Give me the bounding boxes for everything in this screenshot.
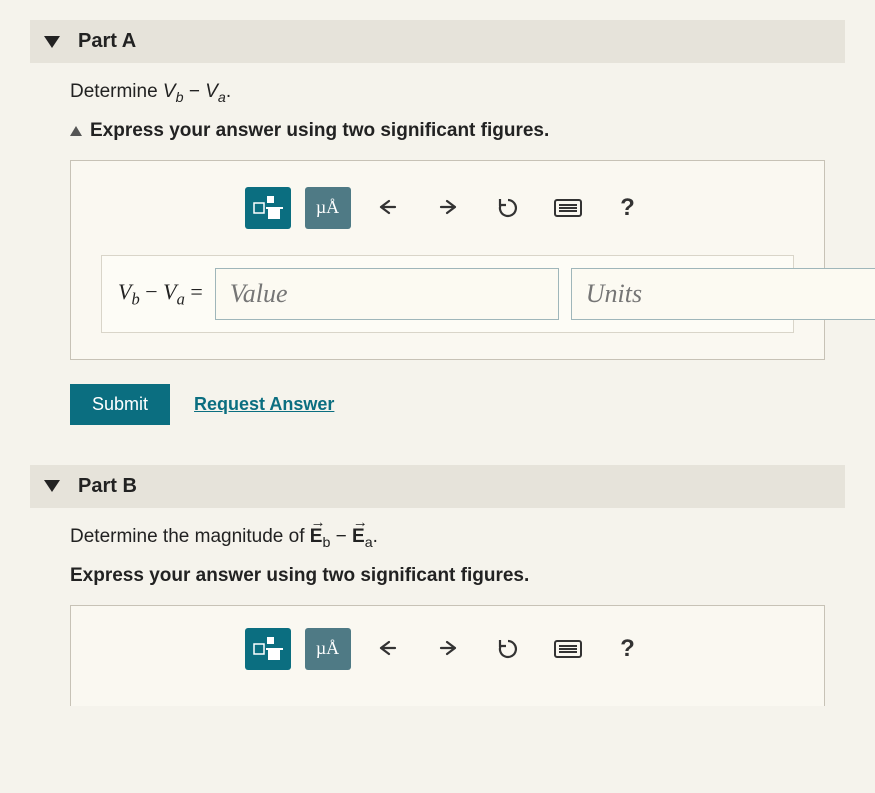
part-a-title: Part A xyxy=(78,30,136,53)
help-button[interactable]: ? xyxy=(605,628,651,670)
prompt-prefix: Determine the magnitude of xyxy=(70,526,310,547)
request-answer-link[interactable]: Request Answer xyxy=(194,394,334,415)
template-button[interactable] xyxy=(245,187,291,229)
units-input[interactable] xyxy=(571,268,875,320)
reset-button[interactable] xyxy=(485,628,531,670)
redo-button[interactable] xyxy=(425,628,471,670)
prompt-prefix: Determine xyxy=(70,81,163,102)
part-b-prompt: Determine the magnitude of Eb − Ea. xyxy=(70,526,825,551)
var-va: Va xyxy=(205,81,226,102)
submit-button[interactable]: Submit xyxy=(70,384,170,425)
keyboard-button[interactable] xyxy=(545,187,591,229)
unit-micro-angstrom-button[interactable]: µÅ xyxy=(305,628,351,670)
keyboard-icon xyxy=(554,640,582,658)
part-a-actions: Submit Request Answer xyxy=(70,384,825,425)
part-a-instruction: Express your answer using two significan… xyxy=(90,120,549,142)
template-button[interactable] xyxy=(245,628,291,670)
help-button[interactable]: ? xyxy=(605,187,651,229)
unit-micro-angstrom-button[interactable]: µÅ xyxy=(305,187,351,229)
minus: − xyxy=(336,526,352,547)
part-a-prompt: Determine Vb − Va. xyxy=(70,81,825,106)
part-b-toolbar: µÅ ? xyxy=(101,628,794,670)
keyboard-button[interactable] xyxy=(545,628,591,670)
part-b-instruction: Express your answer using two significan… xyxy=(70,565,825,587)
part-a-body: Determine Vb − Va. Express your answer u… xyxy=(30,81,845,425)
var-vb: Vb xyxy=(163,81,184,102)
period: . xyxy=(226,81,231,102)
value-input[interactable] xyxy=(215,268,559,320)
part-a-lhs: Vb − Va = xyxy=(118,279,203,309)
minus: − xyxy=(189,81,205,102)
keyboard-icon xyxy=(554,199,582,217)
part-a-header[interactable]: Part A xyxy=(30,20,845,63)
reset-button[interactable] xyxy=(485,187,531,229)
part-b-answer-box: µÅ ? xyxy=(70,605,825,706)
part-b-header[interactable]: Part B xyxy=(30,465,845,508)
part-a-input-row: Vb − Va = xyxy=(101,255,794,333)
period: . xyxy=(373,526,378,547)
part-b-title: Part B xyxy=(78,475,137,498)
collapse-up-icon[interactable] xyxy=(70,126,82,136)
part-a-answer-box: µÅ ? Vb − Va = xyxy=(70,160,825,360)
collapse-icon xyxy=(44,36,60,48)
undo-button[interactable] xyxy=(365,187,411,229)
var-ea: E xyxy=(352,526,365,548)
part-b-body: Determine the magnitude of Eb − Ea. Expr… xyxy=(30,526,845,706)
part-a-toolbar: µÅ ? xyxy=(101,187,794,229)
undo-button[interactable] xyxy=(365,628,411,670)
part-a-instruction-row: Express your answer using two significan… xyxy=(70,120,825,142)
redo-button[interactable] xyxy=(425,187,471,229)
var-eb: E xyxy=(310,526,323,548)
collapse-icon xyxy=(44,480,60,492)
